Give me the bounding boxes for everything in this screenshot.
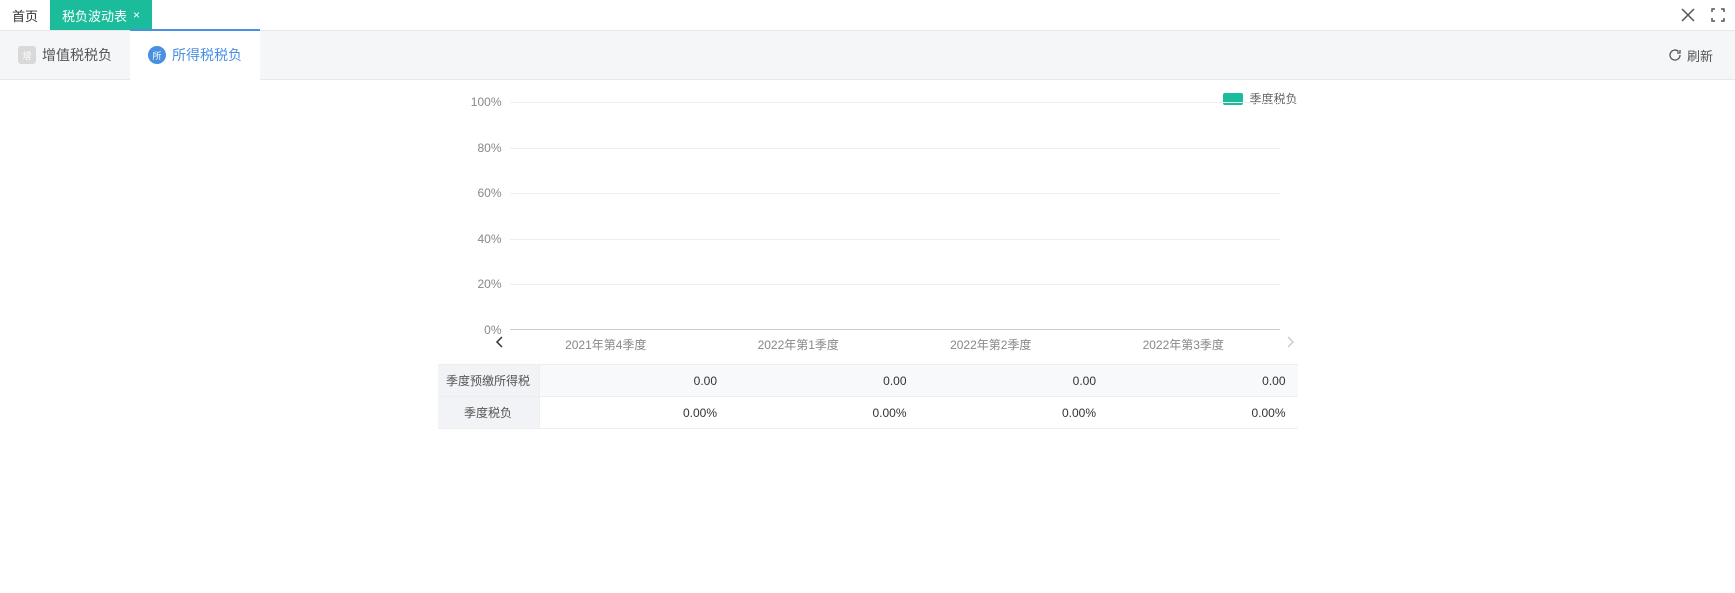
content-area: 季度税负 100% 80% 60% 40% 20% 0% 2021年第4季度 2… — [0, 80, 1735, 429]
table-cell: 0.00% — [729, 397, 919, 428]
top-tab-tax-report[interactable]: 税负波动表 × — [50, 0, 152, 30]
chart-prev-arrow[interactable] — [490, 332, 510, 352]
vat-icon: 增 — [18, 46, 36, 64]
row-label-prepaid: 季度预缴所得税 — [438, 365, 540, 396]
x-axis-labels: 2021年第4季度 2022年第1季度 2022年第2季度 2022年第3季度 — [510, 330, 1280, 354]
x-label: 2022年第3季度 — [1087, 330, 1280, 354]
table-row: 季度预缴所得税 0.00 0.00 0.00 0.00 — [438, 365, 1298, 397]
top-tabs: 首页 税负波动表 × — [0, 0, 1735, 30]
chart-plot: 100% 80% 60% 40% 20% 0% — [510, 102, 1280, 330]
refresh-label: 刷新 — [1687, 46, 1713, 65]
gridline — [510, 284, 1280, 285]
sub-tab-income-label: 所得税税负 — [172, 45, 242, 65]
close-icon[interactable] — [1679, 6, 1697, 24]
summary-table: 季度预缴所得税 0.00 0.00 0.00 0.00 季度税负 0.00% 0… — [438, 364, 1298, 429]
table-cell: 0.00% — [540, 397, 730, 428]
sub-tab-income[interactable]: 所 所得税税负 — [130, 30, 260, 80]
sub-tab-vat-label: 增值税税负 — [42, 45, 112, 65]
sub-tab-vat[interactable]: 增 增值税税负 — [0, 30, 130, 80]
y-tick-20: 20% — [460, 277, 502, 291]
table-cell: 0.00 — [919, 365, 1109, 396]
top-tab-tax-report-label: 税负波动表 — [62, 6, 127, 25]
close-tab-icon[interactable]: × — [133, 8, 140, 22]
y-tick-80: 80% — [460, 141, 502, 155]
x-label: 2022年第1季度 — [702, 330, 895, 354]
table-cell: 0.00 — [1108, 365, 1298, 396]
y-tick-60: 60% — [460, 186, 502, 200]
y-tick-100: 100% — [460, 95, 502, 109]
top-right-controls — [1679, 0, 1727, 30]
chart-container: 季度税负 100% 80% 60% 40% 20% 0% 2021年第4季度 2… — [438, 90, 1298, 429]
row-cells: 0.00 0.00 0.00 0.00 — [540, 365, 1298, 396]
x-label: 2022年第2季度 — [895, 330, 1088, 354]
refresh-icon — [1668, 48, 1682, 62]
table-cell: 0.00% — [919, 397, 1109, 428]
gridline — [510, 193, 1280, 194]
chart-next-arrow[interactable] — [1280, 332, 1300, 352]
gridline — [510, 148, 1280, 149]
row-label-burden: 季度税负 — [438, 397, 540, 428]
gridline — [510, 102, 1280, 103]
table-cell: 0.00 — [540, 365, 730, 396]
sub-tabs-bar: 增 增值税税负 所 所得税税负 刷新 — [0, 30, 1735, 80]
fullscreen-icon[interactable] — [1709, 6, 1727, 24]
table-cell: 0.00% — [1108, 397, 1298, 428]
gridline — [510, 239, 1280, 240]
y-tick-40: 40% — [460, 232, 502, 246]
refresh-button[interactable]: 刷新 — [1668, 46, 1713, 65]
top-tab-home[interactable]: 首页 — [0, 0, 50, 30]
table-row: 季度税负 0.00% 0.00% 0.00% 0.00% — [438, 397, 1298, 429]
x-label: 2021年第4季度 — [510, 330, 703, 354]
row-cells: 0.00% 0.00% 0.00% 0.00% — [540, 397, 1298, 428]
top-tab-home-label: 首页 — [12, 6, 38, 25]
table-cell: 0.00 — [729, 365, 919, 396]
income-icon: 所 — [148, 46, 166, 64]
